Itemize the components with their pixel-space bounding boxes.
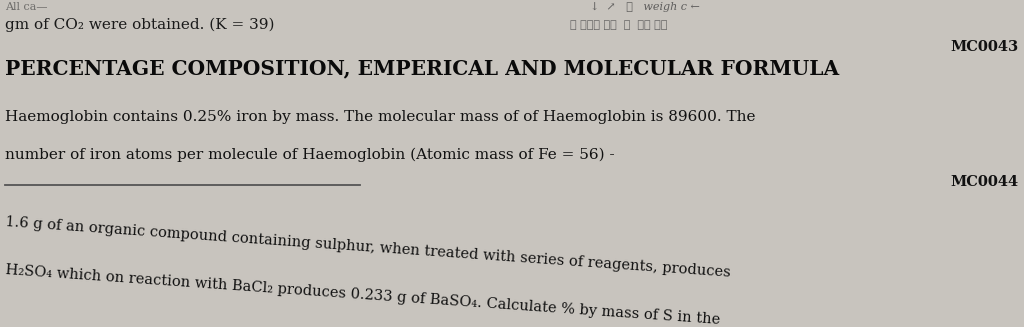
Text: gm of CO₂ were obtained. (K = 39): gm of CO₂ were obtained. (K = 39): [5, 18, 274, 32]
Text: 1.6 g of an organic compound containing sulphur, when treated with series of rea: 1.6 g of an organic compound containing …: [5, 215, 731, 280]
Text: े वदि के  त  कत तर: े वदि के त कत तर: [570, 20, 668, 30]
Text: H₂SO₄ which on reaction with BaCl₂ produces 0.233 g of BaSO₄. Calculate % by mas: H₂SO₄ which on reaction with BaCl₂ produ…: [5, 263, 721, 327]
Text: MC0044: MC0044: [950, 175, 1018, 189]
Text: MC0043: MC0043: [950, 40, 1018, 54]
Text: Haemoglobin contains 0.25% iron by mass. The molecular mass of of Haemoglobin is: Haemoglobin contains 0.25% iron by mass.…: [5, 110, 756, 124]
Text: ↓  ↗   त   weigh c ←: ↓ ↗ त weigh c ←: [590, 2, 699, 12]
Text: PERCENTAGE COMPOSITION, EMPERICAL AND MOLECULAR FORMULA: PERCENTAGE COMPOSITION, EMPERICAL AND MO…: [5, 58, 839, 78]
Text: All ca—: All ca—: [5, 2, 47, 12]
Text: number of iron atoms per molecule of Haemoglobin (Atomic mass of Fe = 56) -: number of iron atoms per molecule of Hae…: [5, 148, 614, 163]
